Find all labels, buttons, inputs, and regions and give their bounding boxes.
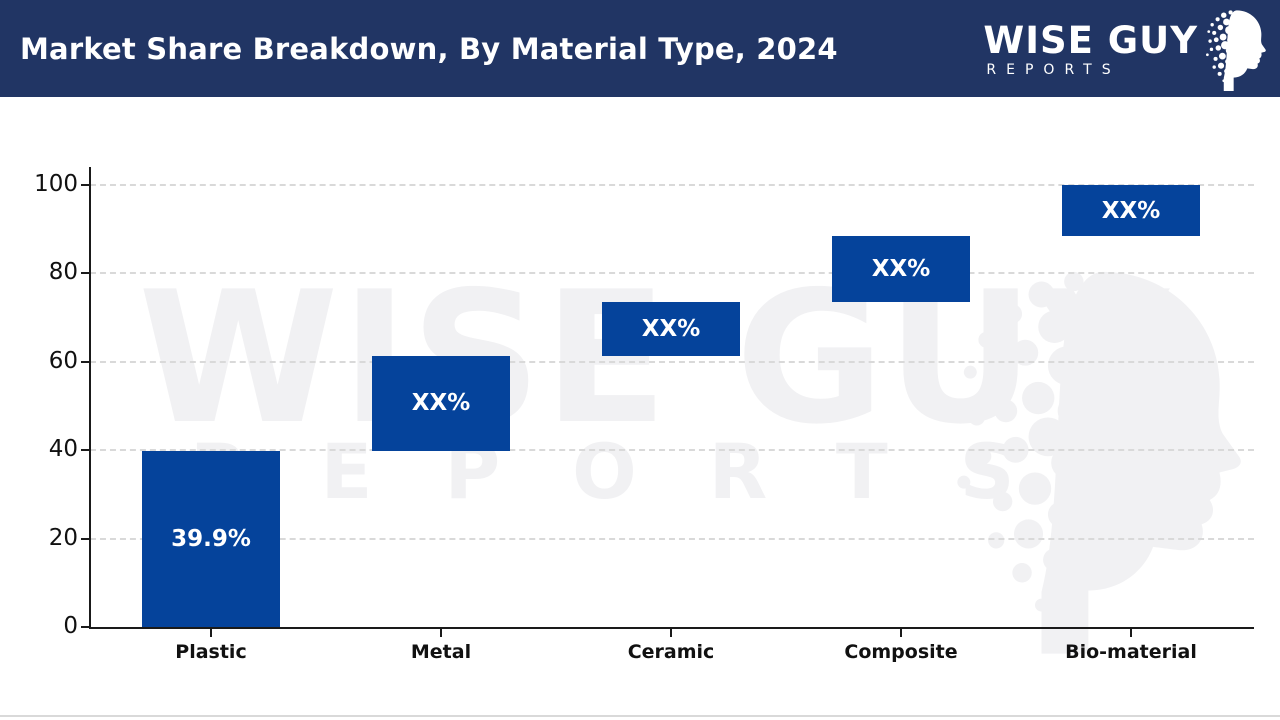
bar-value-label: XX%: [1101, 197, 1161, 224]
wise-guy-logo: WISE GUY REPORTS: [983, 6, 1272, 94]
x-tick-mark: [900, 629, 902, 637]
x-axis-line: [89, 627, 1254, 629]
y-tick-mark: [81, 360, 90, 363]
y-tick-label: 100: [34, 171, 78, 197]
gridline: [90, 272, 1254, 275]
bar-value-label: XX%: [871, 255, 931, 282]
logo-text: WISE GUY REPORTS: [983, 22, 1198, 78]
x-tick-label: Metal: [410, 641, 472, 663]
watermark-face-icon: [957, 271, 1241, 654]
wise-guy-face-icon: [1206, 10, 1266, 91]
gridline: [90, 537, 1254, 540]
x-tick-label: Ceramic: [627, 641, 715, 663]
y-tick-label: 0: [63, 613, 78, 639]
logo-wordmark: WISE GUY: [983, 19, 1198, 62]
bar-segment: XX%: [832, 236, 970, 302]
chart-area: WISE GUY REPORTS 0 20 40 60 80 100 39.9% Plasti…: [0, 97, 1280, 717]
header-bar: Market Share Breakdown, By Material Type…: [0, 0, 1280, 97]
page-title: Market Share Breakdown, By Material Type…: [20, 31, 838, 66]
x-tick-mark: [210, 629, 212, 637]
y-tick-mark: [81, 184, 90, 186]
bottom-divider: [0, 715, 1280, 717]
y-tick-mark: [81, 449, 90, 452]
y-tick-mark: [81, 626, 90, 628]
x-tick-mark: [1130, 629, 1132, 637]
bar-value-label: XX%: [641, 315, 701, 342]
gridline: [90, 360, 1254, 363]
y-tick-label: 20: [48, 524, 78, 551]
bar-value-label: XX%: [411, 390, 471, 417]
bar-segment: 39.9%: [142, 450, 280, 627]
y-tick-label: 40: [48, 436, 78, 463]
logo-subtitle: REPORTS: [986, 62, 1121, 78]
bar-value-label: 39.9%: [171, 525, 251, 552]
y-tick-label: 80: [48, 259, 78, 286]
y-tick-mark: [81, 537, 90, 540]
x-tick-label: Composite: [844, 641, 958, 663]
y-axis-line: [89, 167, 91, 629]
watermark-subtitle: REPORTS: [190, 427, 1087, 516]
gridline: [90, 449, 1254, 452]
x-tick-label: Bio-material: [1065, 641, 1197, 663]
watermark-wordmark: WISE GUY: [138, 252, 1171, 464]
x-tick-mark: [670, 629, 672, 637]
x-tick-label: Plastic: [175, 641, 247, 663]
y-tick-label: 60: [48, 347, 78, 374]
bar-segment: XX%: [602, 301, 740, 356]
bar-segment: XX%: [372, 355, 510, 451]
y-tick-mark: [81, 272, 90, 275]
bar-segment: XX%: [1062, 185, 1200, 237]
x-tick-mark: [440, 629, 442, 637]
gridline: [90, 184, 1254, 186]
